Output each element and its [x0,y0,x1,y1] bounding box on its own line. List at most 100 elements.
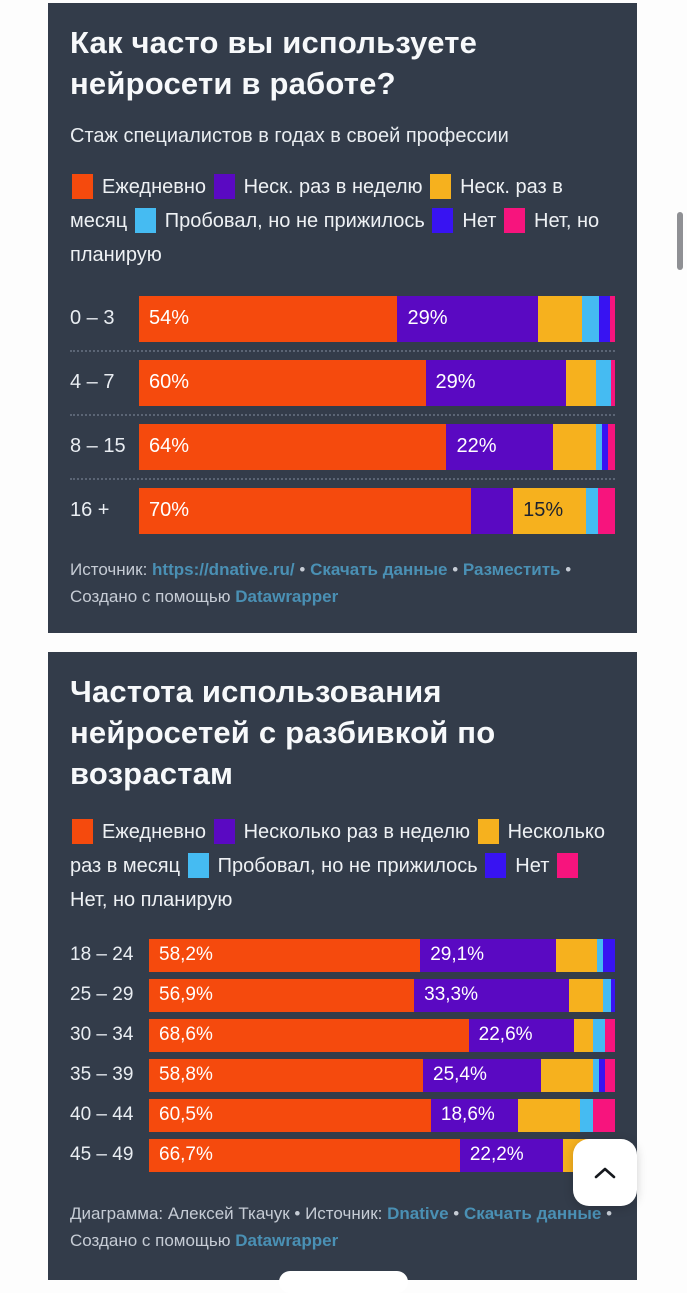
bar-segment-orange: 64% [139,423,447,470]
bar-segment-orange: 70% [139,487,472,534]
row-label: 25 – 29 [70,984,134,1006]
footer-text: Источник: [70,559,153,579]
row-separator [70,477,615,480]
legend-label: Ежедневно [102,820,207,843]
footer-text: • Создано с помощью [70,1203,613,1251]
bar-segment-yellow [573,1018,593,1052]
legend-label: Неск. раз в месяц [70,175,563,232]
bar-segment-yellow [555,938,597,972]
segment-value-label: 33,3% [424,984,479,1006]
chart-footer: Источник: https://dnative.ru/ • Скачать … [70,556,615,611]
bar-segment-yellow [538,295,583,342]
chart-legend: Ежедневно Несколько раз в неделю Несколь… [70,815,615,917]
purple-legend-swatch-icon [213,818,235,844]
bar-row: 16 + 70% 15% [70,487,615,534]
segment-value-label: 25,4% [433,1064,487,1086]
orange-legend-swatch-icon [72,818,93,844]
bar-segment-purple: 18,6% [430,1098,518,1132]
footer-link[interactable]: Скачать данные [463,1203,602,1223]
bar-segment-lightblue [585,487,598,534]
stacked-bar: 60,5% 18,6% [149,1098,615,1132]
bar-segment-orange: 68,6% [149,1018,469,1052]
bar-row: 4 – 7 60% 29% [70,359,615,406]
segment-value-label: 15% [523,499,564,522]
bar-rows: 18 – 24 58,2% 29,1% 25 – 29 56,9% 33,3% 30 – 3… [70,938,615,1172]
bar-segment-yellow [566,359,597,406]
footer-link[interactable]: Datawrapper [235,587,339,607]
footer-link[interactable]: https://dnative.ru/ [152,559,295,579]
bar-segment-lightblue [592,1058,600,1092]
bar-segment-lightblue [592,1018,606,1052]
bar-segment-yellow [517,1098,580,1132]
bar-segment-orange: 58,2% [149,938,421,972]
footer-text: • [448,1203,464,1223]
footer-text: • [447,559,463,579]
row-label: 18 – 24 [70,944,134,966]
bar-row: 18 – 24 58,2% 29,1% [70,938,615,972]
bar-segment-lightblue [603,978,611,1012]
segment-value-label: 68,6% [159,1024,213,1046]
bar-segment-lightblue [579,1098,593,1132]
legend-label: Нет, но планирую [70,209,600,266]
segment-value-label: 60,5% [159,1104,213,1126]
bar-row: 30 – 34 68,6% 22,6% [70,1018,615,1052]
bar-segment-orange: 66,7% [149,1138,460,1172]
orange-legend-swatch-icon [72,173,93,199]
chart-subtitle: Стаж специалистов в годах в своей профес… [70,124,509,147]
segment-value-label: 18,6% [440,1104,495,1126]
legend-label: Пробовал, но не прижилось [164,209,425,232]
legend-label: Нет, но планирую [70,888,233,911]
footer-link[interactable]: Dnative [387,1203,449,1223]
bar-segment-purple: 33,3% [414,978,570,1012]
stacked-bar: 70% 15% [139,487,615,534]
bar-segment-purple: 29% [397,295,539,342]
row-label: 16 + [70,499,110,522]
footer-text: • [294,559,311,579]
yellow-legend-swatch-icon [477,818,499,844]
bar-segment-blue [610,978,615,1012]
bar-segment-pink [605,1018,615,1052]
segment-value-label: 56,9% [159,984,213,1006]
row-label: 45 – 49 [70,1144,134,1166]
bar-segment-lightblue [595,423,603,470]
bar-segment-pink [604,1058,615,1092]
stacked-bar: 58,2% 29,1% [149,938,615,972]
stacked-bar: 56,9% 33,3% [149,978,615,1012]
footer-link[interactable]: Скачать данные [310,559,448,579]
footer-link[interactable]: Разместить [462,559,561,579]
chart-legend: Ежедневно Неск. раз в неделю Неск. раз в… [70,170,615,272]
segment-value-label: 66,7% [159,1144,213,1166]
bar-segment-pink [609,295,615,342]
legend-label: Неск. раз в неделю [243,175,423,198]
bar-segment-orange: 60,5% [149,1098,431,1132]
legend-label: Несколько раз в неделю [243,820,471,843]
bar-segment-orange: 58,8% [149,1058,423,1092]
stacked-bar: 60% 29% [139,359,615,406]
bar-segment-blue [602,423,609,470]
bar-segment-orange: 54% [139,295,398,342]
yellow-legend-swatch-icon [430,173,452,199]
row-label: 40 – 44 [70,1104,134,1126]
bar-row: 8 – 15 64% 22% [70,423,615,470]
legend-label: Несколько раз в месяц [70,820,606,877]
chart-card-usage-by-experience: Как часто вы используете нейросети в раб… [48,3,637,633]
stacked-bar: 68,6% 22,6% [149,1018,615,1052]
scroll-to-top-button[interactable] [573,1139,637,1206]
purple-legend-swatch-icon [213,173,235,199]
bottom-bar-handle[interactable] [279,1271,408,1293]
bar-row: 45 – 49 66,7% 22,2% [70,1138,615,1172]
footer-link[interactable]: Datawrapper [235,1231,339,1251]
stacked-bar: 58,8% 25,4% [149,1058,615,1092]
bar-segment-purple: 29,1% [420,938,556,972]
row-label: 35 – 39 [70,1064,134,1086]
segment-value-label: 22% [456,435,497,458]
segment-value-label: 22,6% [478,1024,533,1046]
scrollbar-thumb[interactable] [677,212,683,270]
footer-text: Диаграмма: Алексей Ткачук • Источник: [70,1203,388,1223]
bar-segment-purple [471,487,514,534]
segment-value-label: 70% [149,499,190,522]
segment-value-label: 60% [149,371,190,394]
pink-legend-swatch-icon [504,207,525,233]
legend-label: Ежедневно [102,175,207,198]
bar-segment-lightblue [596,359,612,406]
